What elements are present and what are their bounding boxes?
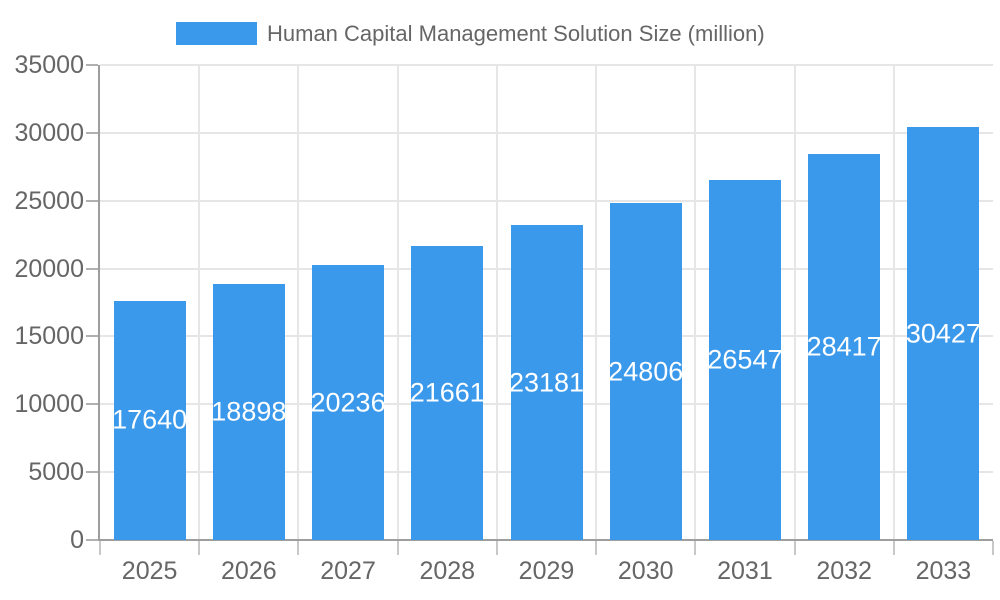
x-axis-tick	[595, 541, 598, 555]
y-gridline	[100, 199, 993, 202]
x-axis-tick-label: 2027	[320, 557, 376, 585]
x-axis-tick-label: 2031	[717, 557, 773, 585]
y-axis-tick-label: 30000	[14, 118, 84, 147]
y-axis-tick-label: 20000	[14, 254, 84, 283]
y-axis-tick-label: 25000	[14, 186, 84, 215]
y-axis-tick-label: 0	[70, 526, 84, 554]
y-axis-tick	[86, 267, 98, 270]
y-axis-tick-label: 15000	[14, 322, 84, 351]
y-axis-tick	[86, 403, 98, 406]
x-gridline	[198, 65, 201, 540]
bar: 30427	[905, 127, 981, 540]
y-axis-tick-label: 10000	[14, 390, 84, 419]
x-gridline	[396, 65, 399, 540]
x-axis-tick	[892, 541, 895, 555]
bar: 18898	[211, 283, 287, 540]
x-axis-tick	[495, 541, 498, 555]
x-gridline	[892, 65, 895, 540]
x-axis-tick	[396, 541, 399, 555]
x-axis-tick	[694, 541, 697, 555]
x-axis-tick	[297, 541, 300, 555]
x-axis-tick	[198, 541, 201, 555]
x-gridline	[793, 65, 796, 540]
bar-value-label: 23181	[508, 367, 585, 398]
y-axis-tick	[86, 131, 98, 134]
x-axis-tick	[793, 541, 796, 555]
x-axis-tick	[992, 541, 994, 555]
x-gridline	[694, 65, 697, 540]
bar: 17640	[112, 300, 188, 540]
bar-value-label: 17640	[112, 404, 188, 435]
x-axis-tick-label: 2025	[121, 557, 178, 585]
x-axis-tick	[99, 541, 101, 555]
y-gridline	[100, 131, 993, 134]
x-axis-tick-label: 2028	[419, 557, 476, 585]
x-axis-tick-label: 2029	[518, 557, 575, 585]
bar-value-label: 26547	[707, 344, 783, 375]
bar-value-label: 24806	[608, 356, 684, 387]
bar-value-label: 30427	[905, 318, 981, 349]
x-gridline	[495, 65, 498, 540]
bar-value-label: 28417	[806, 331, 882, 362]
y-axis-tick-label: 35000	[14, 51, 84, 79]
x-gridline	[595, 65, 598, 540]
y-axis-line	[98, 65, 100, 540]
x-gridline	[297, 65, 300, 540]
x-axis-tick-label: 2033	[915, 557, 972, 585]
bar-value-label: 18898	[211, 396, 287, 427]
bar-value-label: 20236	[310, 387, 386, 418]
x-axis-tick-label: 2030	[617, 557, 674, 585]
y-gridline	[100, 64, 993, 66]
legend-label: Human Capital Management Solution Size (…	[267, 20, 765, 46]
x-axis-line	[98, 539, 993, 541]
y-axis-tick	[86, 539, 98, 541]
bar: 26547	[707, 179, 783, 540]
bar: 24806	[608, 203, 684, 540]
x-axis-tick-label: 2026	[221, 557, 277, 585]
bar-value-label: 21661	[409, 377, 485, 408]
y-axis-tick-label: 5000	[28, 458, 84, 487]
y-axis-tick	[86, 335, 98, 338]
bar: 28417	[806, 154, 882, 540]
bar: 20236	[310, 265, 386, 540]
bar: 21661	[409, 246, 485, 540]
chart-legend[interactable]: Human Capital Management Solution Size (…	[176, 20, 765, 47]
y-axis-tick	[86, 471, 98, 474]
bar: 23181	[508, 225, 585, 540]
y-axis-tick	[86, 199, 98, 202]
legend-swatch	[176, 22, 257, 45]
y-axis-tick	[86, 64, 98, 66]
x-axis-tick-label: 2032	[816, 557, 872, 585]
